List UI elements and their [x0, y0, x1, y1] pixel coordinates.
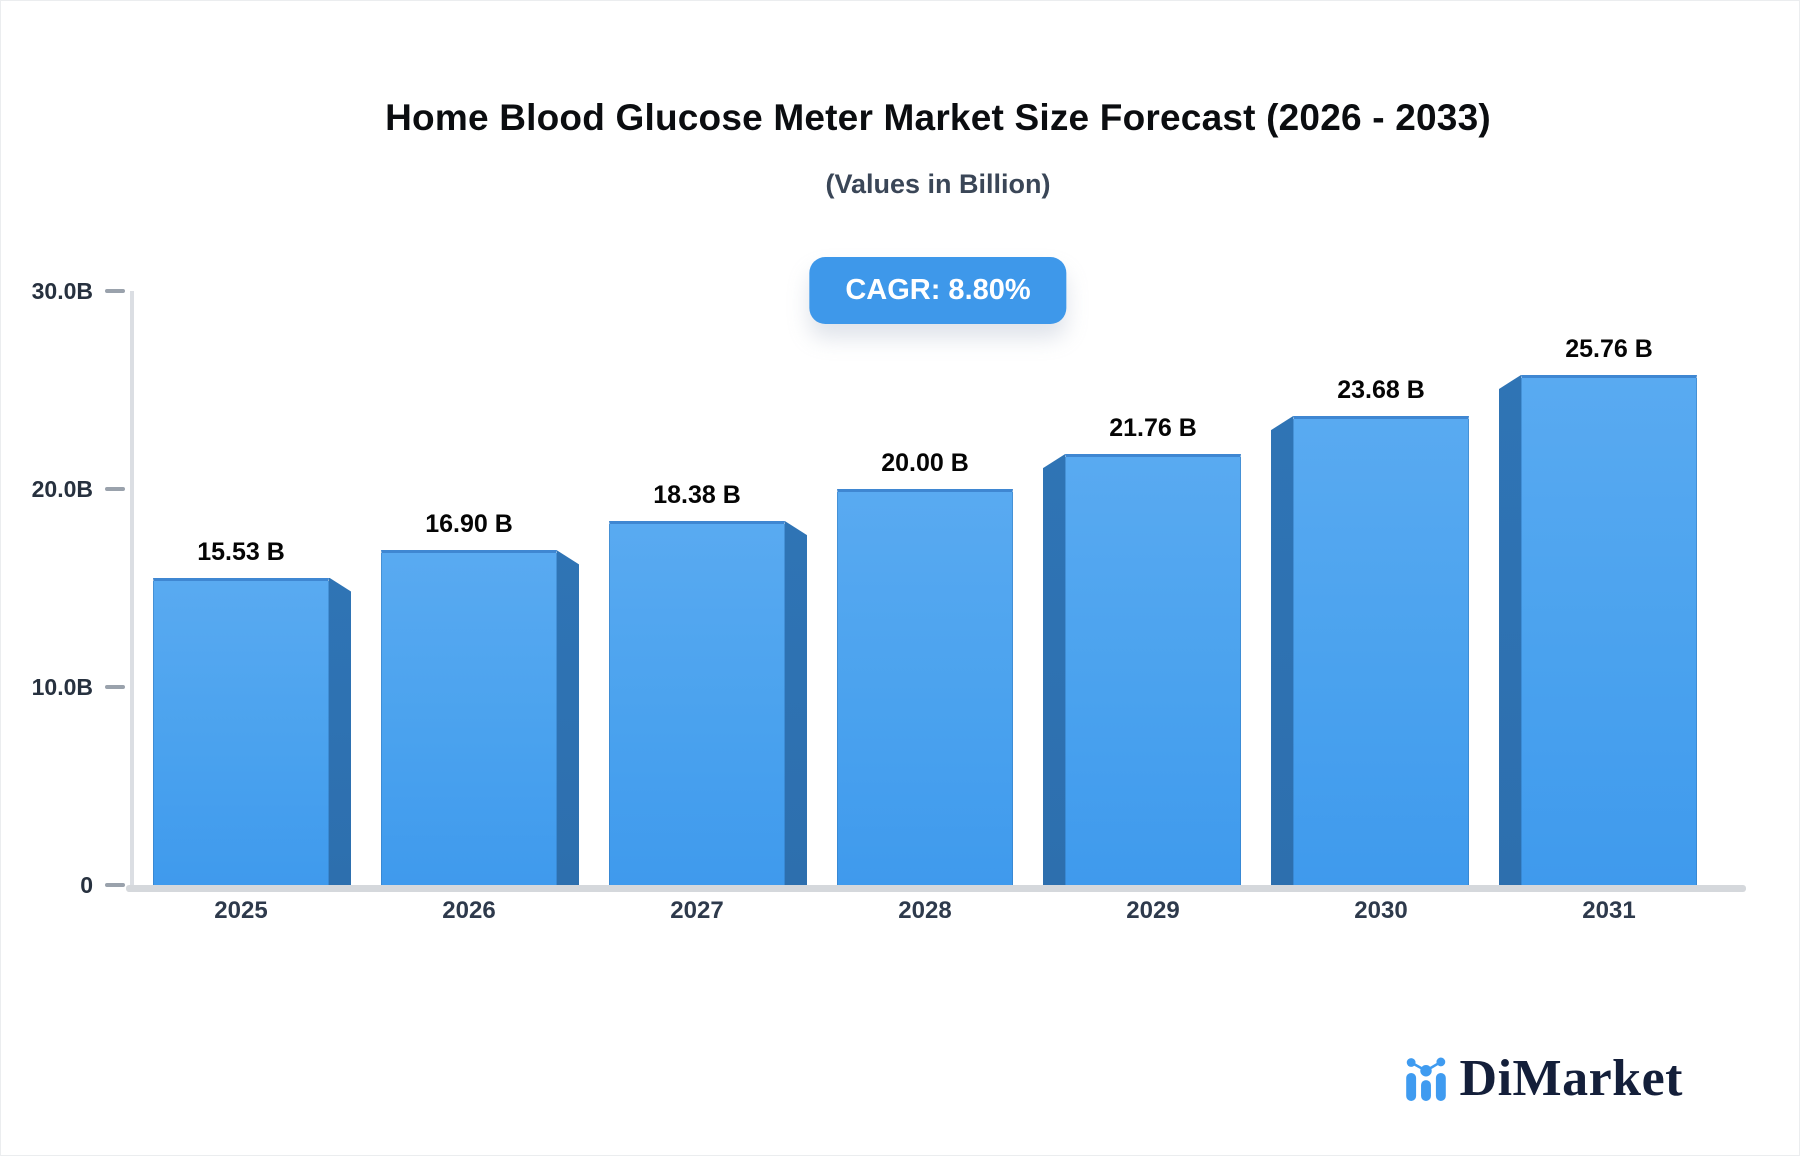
y-tick-mark [105, 487, 125, 491]
bar-3d-side [1271, 416, 1293, 885]
bar-3d-side [1499, 374, 1521, 885]
y-tick-mark [105, 883, 125, 887]
y-tick-label: 30.0B [31, 278, 93, 304]
y-tick-mark [105, 289, 125, 293]
dimarket-logo-icon [1405, 1057, 1446, 1101]
y-tick-label: 20.0B [31, 476, 93, 502]
y-axis-line [130, 291, 134, 885]
bar-value-label: 18.38 B [653, 481, 741, 510]
bar-2028 [837, 489, 1013, 885]
bar-3d-side [1043, 454, 1065, 885]
x-axis-label: 2029 [1126, 897, 1180, 924]
bar-2026 [381, 550, 557, 885]
x-axis-label: 2026 [442, 897, 496, 924]
cagr-badge: CAGR: 8.80% [809, 257, 1067, 324]
bar-3d-side [557, 550, 579, 885]
bar-value-label: 16.90 B [425, 510, 513, 539]
bar-2030 [1293, 416, 1469, 885]
brand-logo: DiMarket [1405, 1050, 1683, 1108]
x-axis-label: 2027 [670, 897, 724, 924]
bar-2029 [1065, 454, 1241, 885]
brand-name: DiMarket [1459, 1050, 1683, 1108]
y-tick-label: 0 [80, 872, 93, 898]
bar-value-label: 20.00 B [881, 449, 969, 477]
x-axis-label: 2025 [214, 897, 268, 924]
bar-value-label: 23.68 B [1337, 376, 1425, 405]
bar-3d-side [785, 521, 807, 885]
y-tick-mark [105, 685, 125, 689]
bar-value-label: 15.53 B [197, 537, 285, 566]
chart-title: Home Blood Glucose Meter Market Size For… [385, 97, 1491, 138]
chart-subtitle: (Values in Billion) [825, 169, 1051, 199]
bar-3d-side [329, 577, 351, 885]
x-axis-label: 2030 [1354, 897, 1408, 924]
bar-value-label: 25.76 B [1565, 334, 1653, 363]
x-axis-label: 2031 [1582, 897, 1636, 924]
x-axis-label: 2028 [898, 897, 952, 924]
plot-area: 30.0B 20.0B 10.0B 0 15.53 B 16.90 B 18.38 B 20… [1, 278, 1799, 924]
bar-2025 [153, 577, 329, 885]
bar-2027 [609, 521, 785, 885]
x-axis-line [126, 885, 1746, 892]
bar-2031 [1521, 374, 1697, 885]
y-tick-label: 10.0B [31, 674, 93, 700]
bar-value-label: 21.76 B [1109, 414, 1197, 443]
